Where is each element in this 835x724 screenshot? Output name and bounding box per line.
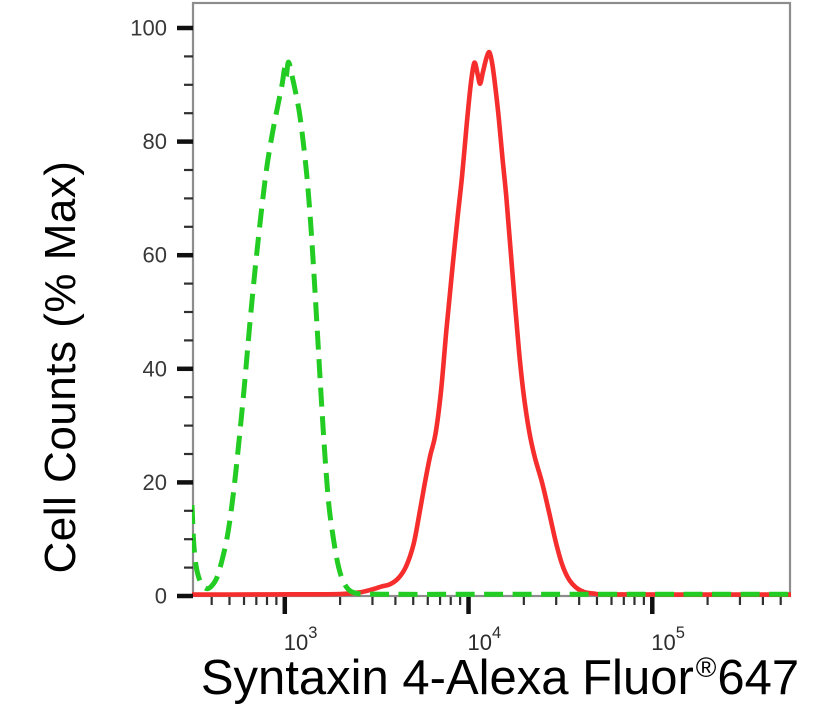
x-axis-title-suffix: 647	[717, 651, 800, 705]
y-axis-title-text: Cell Counts (% Max)	[36, 160, 85, 574]
y-axis-ticks	[177, 25, 193, 599]
y-axis-tick-labels: 0 20 40 60 80 100	[130, 16, 167, 609]
y-axis-title: Cell Counts (% Max)	[36, 161, 86, 574]
y-tick-label: 20	[143, 470, 167, 495]
y-tick-label: 100	[130, 16, 167, 41]
x-axis-ticks	[210, 597, 782, 614]
curves-layer	[192, 49, 791, 597]
registered-trademark-symbol: ®	[695, 652, 717, 683]
x-tick-label: 104	[468, 624, 502, 655]
x-tick-label: 103	[284, 624, 318, 655]
green-dashed-curve	[192, 59, 791, 597]
y-tick-label: 40	[143, 356, 167, 381]
x-axis-title: Syntaxin 4-Alexa Fluor®647	[201, 650, 799, 706]
plot-frame	[191, 1, 792, 598]
y-tick-label: 60	[143, 243, 167, 268]
red-solid-curve	[192, 49, 791, 597]
y-tick-label: 0	[155, 584, 167, 609]
plot-border	[191, 1, 792, 598]
x-axis-title-text: Syntaxin 4-Alexa Fluor	[200, 651, 694, 705]
x-axis-tick-labels: 103 104 105	[284, 624, 685, 655]
y-tick-label: 80	[143, 129, 167, 154]
x-tick-label: 105	[651, 624, 685, 655]
